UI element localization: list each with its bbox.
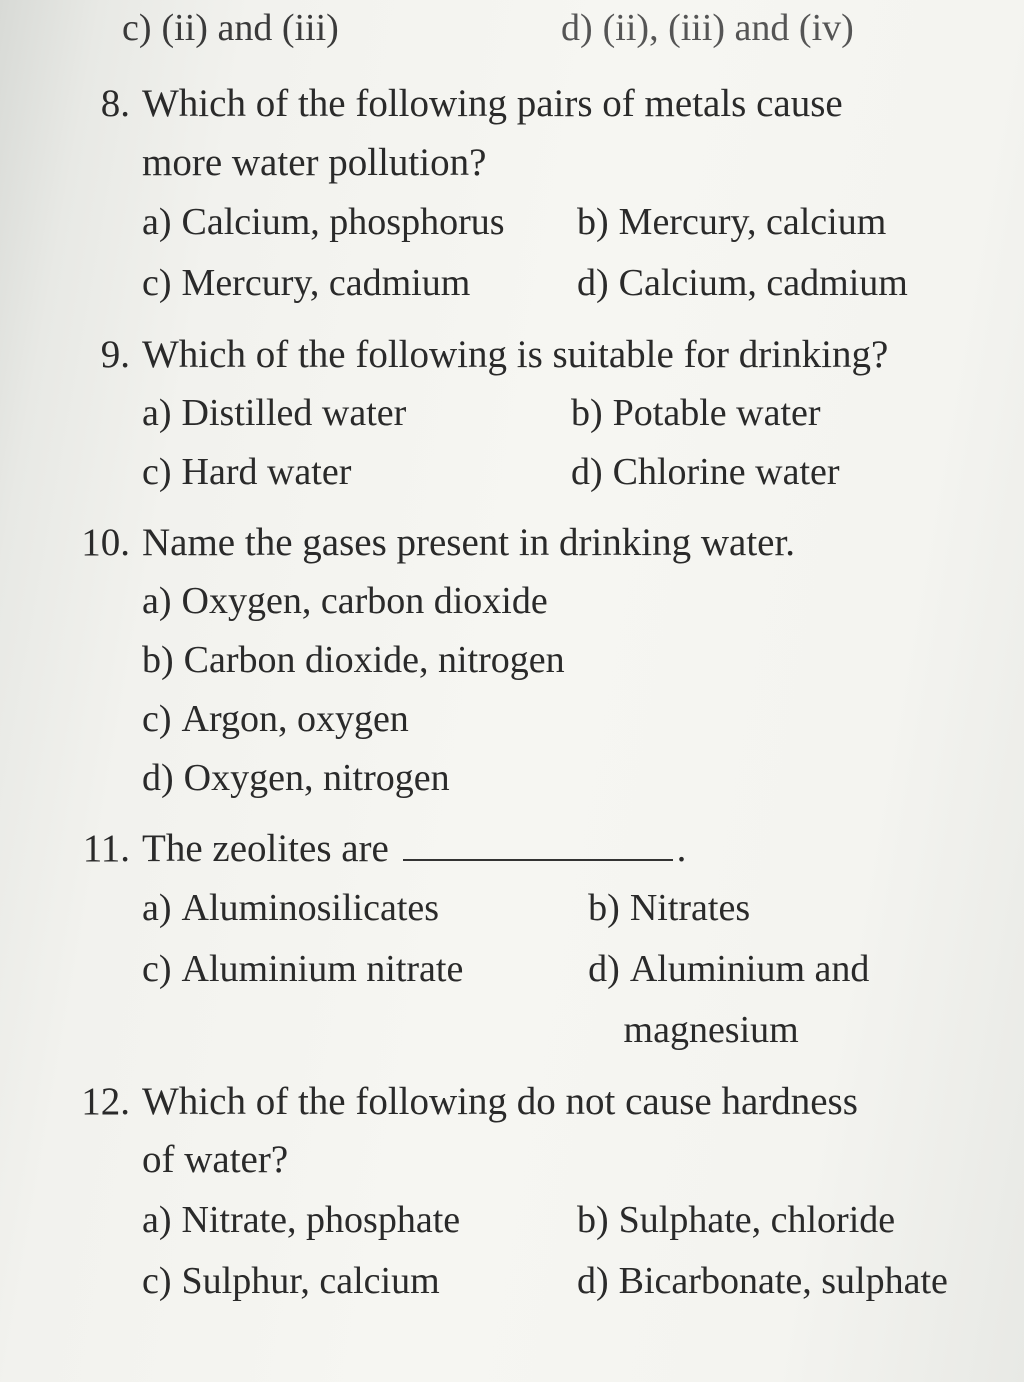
option-a: a) Calcium, phosphorus: [142, 192, 571, 253]
option-c: c) Aluminium nitrate: [142, 939, 588, 1000]
option-letter: d): [577, 253, 609, 314]
option-a: a) Aluminosilicates: [142, 878, 588, 939]
option-a: a) Oxygen, carbon dioxide: [142, 572, 1000, 631]
option-c: c) Mercury, cadmium: [142, 253, 571, 314]
option-letter: b): [588, 878, 620, 939]
question-stem: The zeolites are .: [142, 820, 1000, 879]
option-letter: c): [122, 0, 152, 57]
option-text: Calcium, cadmium: [619, 253, 908, 314]
option-d: d) Oxygen, nitrogen: [142, 749, 1000, 808]
option-text: Argon, oxygen: [182, 690, 409, 749]
prev-question-options: c) (ii) and (iii) d) (ii), (iii) and (iv…: [74, 0, 1000, 57]
option-text: Bicarbonate, sulphate: [619, 1251, 948, 1312]
option-letter: b): [577, 1190, 609, 1251]
option-b: b) Nitrates: [588, 878, 1000, 939]
option-letter: c): [142, 253, 172, 314]
stem-suffix: .: [677, 827, 687, 870]
question-stem-cont: of water?: [74, 1131, 1000, 1190]
option-letter: a): [142, 878, 172, 939]
option-b: b) Carbon dioxide, nitrogen: [142, 631, 1000, 690]
option-text: Carbon dioxide, nitrogen: [184, 631, 565, 690]
option-d-cont: magnesium: [74, 1000, 1000, 1061]
question-stem: Which of the following is suitable for d…: [142, 326, 1000, 385]
question-stem: Which of the following do not cause hard…: [142, 1073, 1000, 1132]
question-number: 12.: [74, 1073, 142, 1132]
option-text: Oxygen, carbon dioxide: [182, 572, 548, 631]
question-stem: Name the gases present in drinking water…: [142, 514, 1000, 573]
question-stem: Which of the following pairs of metals c…: [142, 75, 1000, 134]
option-letter: a): [142, 384, 172, 443]
option-a: a) Nitrate, phosphate: [142, 1190, 571, 1251]
option-text: Nitrates: [630, 878, 750, 939]
question-10: 10. Name the gases present in drinking w…: [74, 514, 1000, 808]
option-text: Oxygen, nitrogen: [184, 749, 450, 808]
option-letter: b): [577, 192, 609, 253]
option-text: (ii), (iii) and (iv): [603, 0, 854, 57]
option-letter: d): [571, 443, 603, 502]
option-b: b) Sulphate, chloride: [571, 1190, 1000, 1251]
option-text: Sulphur, calcium: [182, 1251, 440, 1312]
option-text: Distilled water: [182, 384, 407, 443]
option-text: Aluminium and: [630, 939, 870, 1000]
fill-blank: [403, 826, 673, 861]
option-letter: a): [142, 572, 172, 631]
option-letter: c): [142, 443, 172, 502]
page-content: c) (ii) and (iii) d) (ii), (iii) and (iv…: [0, 0, 1024, 1311]
option-text: Mercury, calcium: [619, 192, 887, 253]
option-text: Calcium, phosphorus: [182, 192, 505, 253]
option-letter: d): [142, 749, 174, 808]
option-letter: d): [588, 939, 620, 1000]
option-text: Aluminium nitrate: [182, 939, 464, 1000]
option-a: a) Distilled water: [142, 384, 571, 443]
option-b: b) Potable water: [571, 384, 1000, 443]
prev-option-c: c) (ii) and (iii): [122, 0, 561, 57]
question-stem-cont: more water pollution?: [74, 134, 1000, 193]
question-11: 11. The zeolites are . a) Aluminosilicat…: [74, 820, 1000, 1061]
option-letter: a): [142, 192, 172, 253]
option-letter: b): [571, 384, 603, 443]
option-text: Chlorine water: [613, 443, 840, 502]
option-letter: a): [142, 1190, 172, 1251]
option-letter: d): [577, 1251, 609, 1312]
option-text: Nitrate, phosphate: [182, 1190, 461, 1251]
option-b: b) Mercury, calcium: [571, 192, 1000, 253]
option-letter: c): [142, 939, 172, 1000]
option-letter: c): [142, 1251, 172, 1312]
question-9: 9. Which of the following is suitable fo…: [74, 326, 1000, 502]
question-number: 10.: [74, 514, 142, 573]
option-c: c) Argon, oxygen: [142, 690, 1000, 749]
option-d: d) Chlorine water: [571, 443, 1000, 502]
option-text: Potable water: [613, 384, 821, 443]
option-text: Sulphate, chloride: [619, 1190, 895, 1251]
option-c: c) Sulphur, calcium: [142, 1251, 571, 1312]
prev-option-d: d) (ii), (iii) and (iv): [561, 0, 1000, 57]
option-d: d) Bicarbonate, sulphate: [571, 1251, 1000, 1312]
option-text: Hard water: [182, 443, 352, 502]
question-12: 12. Which of the following do not cause …: [74, 1073, 1000, 1312]
option-letter: c): [142, 690, 172, 749]
question-number: 9.: [74, 326, 142, 385]
option-text: Aluminosilicates: [182, 878, 440, 939]
option-d: d) Aluminium and: [588, 939, 1000, 1000]
question-8: 8. Which of the following pairs of metal…: [74, 75, 1000, 314]
option-letter: b): [142, 631, 174, 690]
question-number: 11.: [74, 820, 142, 879]
question-number: 8.: [74, 75, 142, 134]
option-text: (ii) and (iii): [162, 0, 339, 57]
option-d: d) Calcium, cadmium: [571, 253, 1000, 314]
option-text: Mercury, cadmium: [182, 253, 471, 314]
option-c: c) Hard water: [142, 443, 571, 502]
option-letter: d): [561, 0, 593, 57]
stem-prefix: The zeolites are: [142, 827, 399, 870]
